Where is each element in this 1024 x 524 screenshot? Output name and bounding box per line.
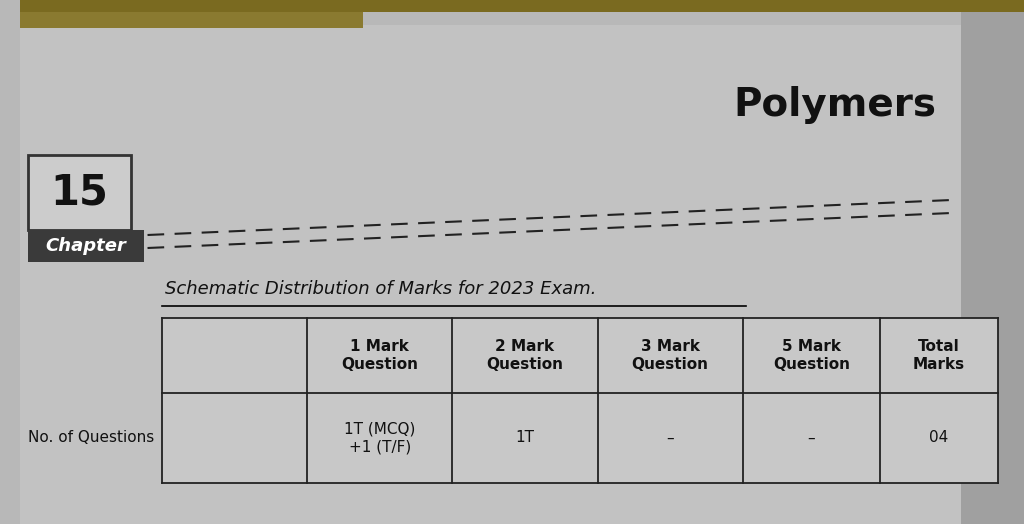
Text: 3 Mark
Question: 3 Mark Question	[632, 340, 709, 372]
Text: 5 Mark
Question: 5 Mark Question	[773, 340, 850, 372]
FancyBboxPatch shape	[28, 230, 143, 262]
Text: 1T (MCQ)
+1 (T/F): 1T (MCQ) +1 (T/F)	[344, 422, 416, 454]
Text: No. of Questions: No. of Questions	[28, 431, 155, 445]
Text: 1T: 1T	[515, 431, 535, 445]
Text: Schematic Distribution of Marks for 2023 Exam.: Schematic Distribution of Marks for 2023…	[165, 280, 597, 298]
Text: –: –	[808, 431, 815, 445]
Bar	[962, 0, 1024, 524]
Text: Chapter: Chapter	[45, 237, 126, 255]
Text: 1 Mark
Question: 1 Mark Question	[341, 340, 419, 372]
Text: 04: 04	[929, 431, 948, 445]
Bar	[20, 0, 1024, 12]
Text: 2 Mark
Question: 2 Mark Question	[486, 340, 563, 372]
FancyBboxPatch shape	[28, 155, 131, 230]
Bar	[162, 318, 997, 483]
Text: –: –	[667, 431, 674, 445]
Text: Polymers: Polymers	[734, 86, 937, 124]
Text: Total
Marks: Total Marks	[912, 340, 965, 372]
Text: 15: 15	[50, 171, 109, 213]
Bar	[20, 0, 364, 28]
